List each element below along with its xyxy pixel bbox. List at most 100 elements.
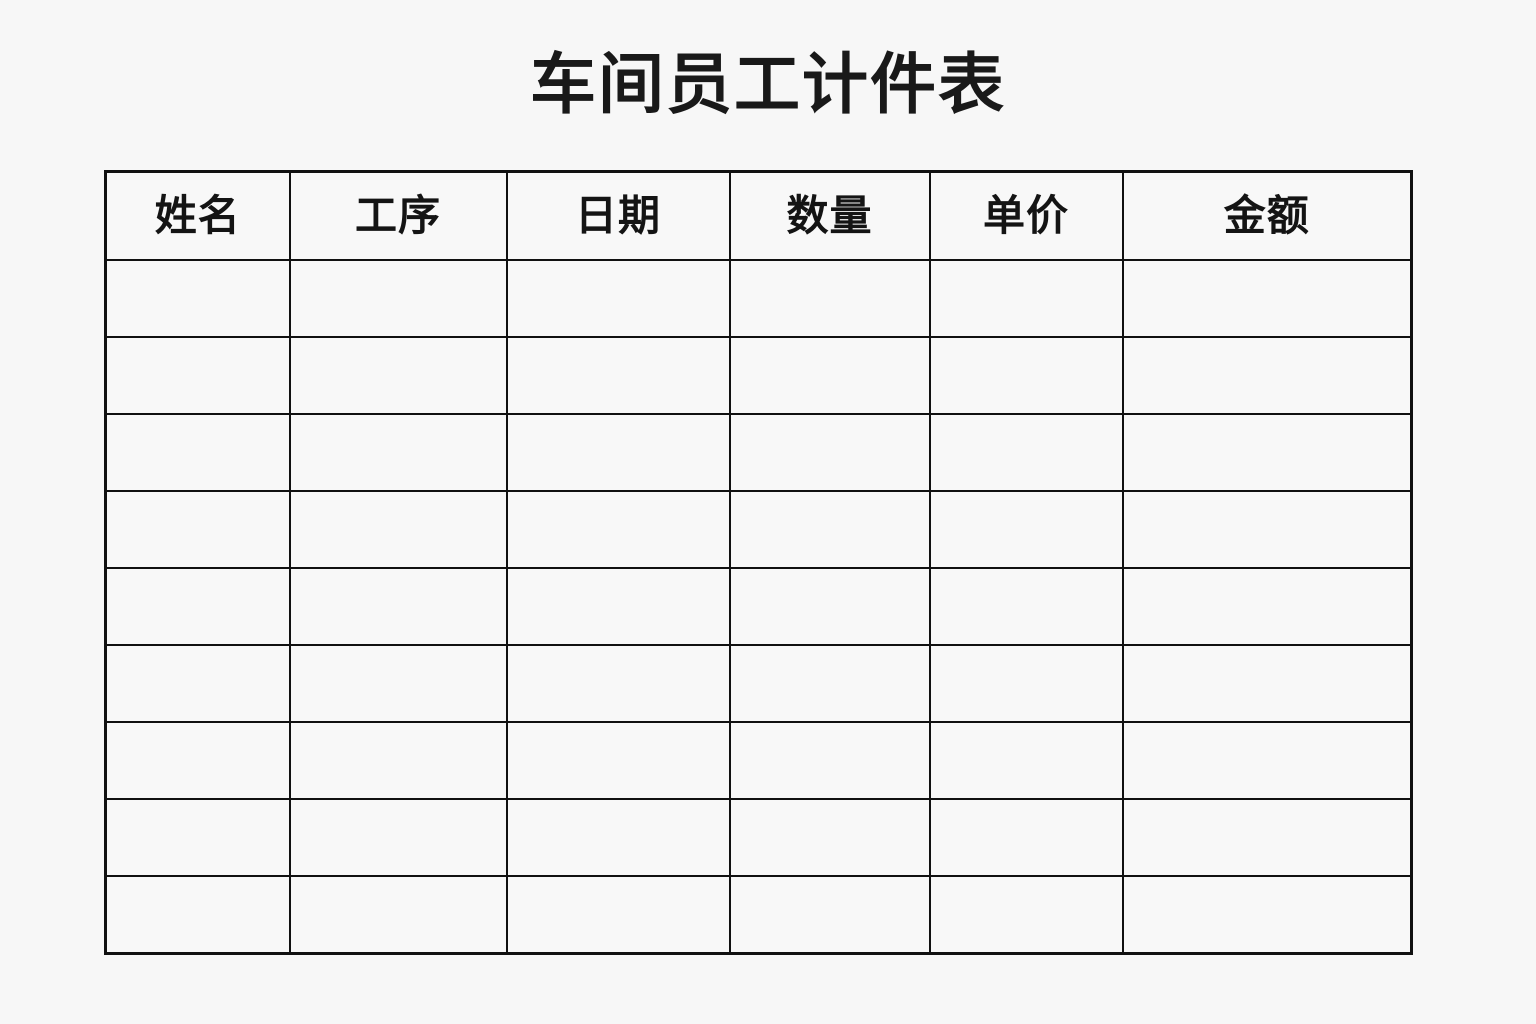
table-cell-quantity[interactable]: [728, 721, 931, 800]
table-cell-amount[interactable]: [1121, 721, 1413, 800]
table-cell-unit_price[interactable]: [928, 567, 1124, 646]
cell-value: [1124, 877, 1411, 952]
table-cell-date[interactable]: [505, 490, 731, 569]
cell-value: [1124, 338, 1411, 413]
cell-value: [731, 646, 929, 721]
cell-value: [731, 877, 929, 952]
table-cell-date[interactable]: [505, 721, 731, 800]
table-cell-date[interactable]: [505, 798, 731, 877]
cell-value: [291, 261, 506, 336]
table-cell-date[interactable]: [505, 875, 731, 955]
table-cell-date[interactable]: [505, 413, 731, 492]
cell-value: [291, 646, 506, 721]
table-cell-date[interactable]: [505, 259, 731, 338]
table-cell-amount[interactable]: [1121, 413, 1413, 492]
table-cell-quantity[interactable]: [728, 336, 931, 415]
cell-value: [107, 877, 289, 952]
table-cell-process[interactable]: [288, 413, 508, 492]
cell-value: [931, 877, 1122, 952]
table-cell-name[interactable]: [104, 490, 291, 569]
table-cell-process[interactable]: [288, 875, 508, 955]
cell-value: [1124, 723, 1411, 798]
cell-value: [291, 569, 506, 644]
table-cell-name[interactable]: [104, 798, 291, 877]
column-header-quantity: 数量: [728, 170, 931, 261]
table-cell-unit_price[interactable]: [928, 413, 1124, 492]
table-row: [104, 259, 1413, 338]
cell-value: [107, 338, 289, 413]
table-cell-name[interactable]: [104, 644, 291, 723]
table-cell-name[interactable]: [104, 413, 291, 492]
table-cell-date[interactable]: [505, 644, 731, 723]
cell-value: [291, 415, 506, 490]
table-cell-name[interactable]: [104, 336, 291, 415]
table-cell-process[interactable]: [288, 259, 508, 338]
cell-value: [731, 800, 929, 875]
table-cell-process[interactable]: [288, 644, 508, 723]
table-cell-unit_price[interactable]: [928, 644, 1124, 723]
table-cell-amount[interactable]: [1121, 259, 1413, 338]
column-header-process: 工序: [288, 170, 508, 261]
table-header-row: 姓名 工序 日期 数量 单价 金额: [104, 170, 1413, 261]
table-cell-amount[interactable]: [1121, 644, 1413, 723]
cell-value: [107, 800, 289, 875]
cell-value: [931, 723, 1122, 798]
cell-value: [508, 877, 729, 952]
table-cell-quantity[interactable]: [728, 875, 931, 955]
table-cell-amount[interactable]: [1121, 567, 1413, 646]
cell-value: [931, 646, 1122, 721]
table-cell-unit_price[interactable]: [928, 798, 1124, 877]
cell-value: [931, 415, 1122, 490]
cell-value: [107, 723, 289, 798]
table-cell-date[interactable]: [505, 336, 731, 415]
table-cell-name[interactable]: [104, 875, 291, 955]
column-header-unit-price: 单价: [928, 170, 1124, 261]
table-cell-name[interactable]: [104, 567, 291, 646]
cell-value: [508, 646, 729, 721]
cell-value: [1124, 800, 1411, 875]
table-cell-quantity[interactable]: [728, 259, 931, 338]
cell-value: [107, 646, 289, 721]
cell-value: [931, 261, 1122, 336]
table-cell-unit_price[interactable]: [928, 259, 1124, 338]
cell-value: [731, 415, 929, 490]
cell-value: [107, 415, 289, 490]
cell-value: [508, 800, 729, 875]
table-cell-unit_price[interactable]: [928, 875, 1124, 955]
cell-value: [1124, 261, 1411, 336]
table-cell-unit_price[interactable]: [928, 490, 1124, 569]
table-cell-process[interactable]: [288, 721, 508, 800]
table-row: [104, 413, 1413, 492]
table-row: [104, 798, 1413, 877]
table-cell-quantity[interactable]: [728, 644, 931, 723]
cell-value: [1124, 569, 1411, 644]
table-cell-amount[interactable]: [1121, 798, 1413, 877]
table-cell-quantity[interactable]: [728, 567, 931, 646]
table-cell-date[interactable]: [505, 567, 731, 646]
cell-value: [291, 800, 506, 875]
column-header-name: 姓名: [104, 170, 291, 261]
table-cell-amount[interactable]: [1121, 336, 1413, 415]
table-cell-process[interactable]: [288, 490, 508, 569]
cell-value: [1124, 646, 1411, 721]
table-cell-name[interactable]: [104, 259, 291, 338]
table-cell-unit_price[interactable]: [928, 336, 1124, 415]
cell-value: [508, 492, 729, 567]
table-cell-process[interactable]: [288, 567, 508, 646]
page-title: 车间员工计件表: [530, 46, 1006, 123]
table-cell-amount[interactable]: [1121, 490, 1413, 569]
table-cell-quantity[interactable]: [728, 798, 931, 877]
table-cell-amount[interactable]: [1121, 875, 1413, 955]
table-cell-process[interactable]: [288, 336, 508, 415]
table-cell-process[interactable]: [288, 798, 508, 877]
cell-value: [931, 338, 1122, 413]
table-cell-quantity[interactable]: [728, 490, 931, 569]
table-cell-name[interactable]: [104, 721, 291, 800]
cell-value: [291, 877, 506, 952]
table-cell-unit_price[interactable]: [928, 721, 1124, 800]
cell-value: [508, 569, 729, 644]
cell-value: [107, 261, 289, 336]
table-cell-quantity[interactable]: [728, 413, 931, 492]
cell-value: [931, 569, 1122, 644]
